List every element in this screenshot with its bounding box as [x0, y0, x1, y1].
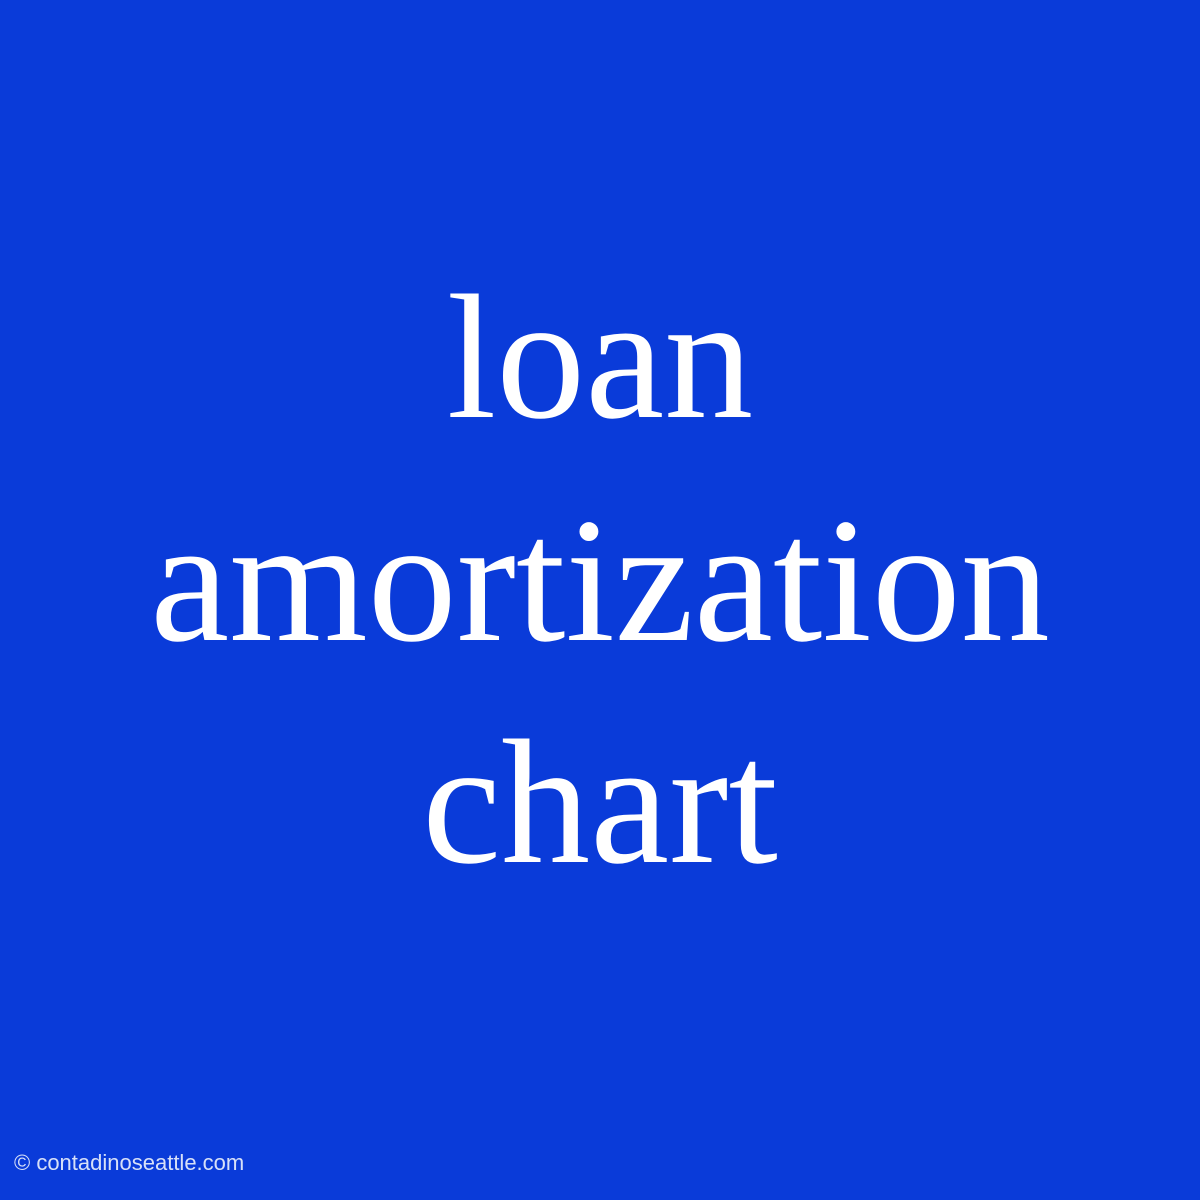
main-heading: loan amortization chart — [150, 246, 1050, 914]
graphic-container: loan amortization chart © contadinoseatt… — [0, 0, 1200, 1200]
attribution-text: © contadinoseattle.com — [14, 1150, 244, 1176]
